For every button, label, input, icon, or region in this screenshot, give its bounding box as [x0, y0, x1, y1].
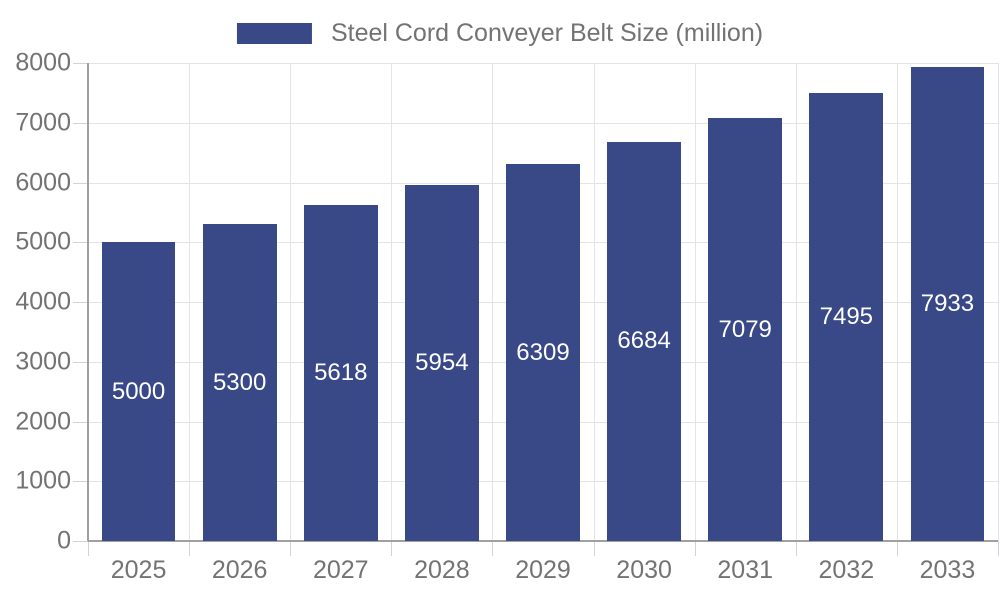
y-gridline: [88, 63, 998, 64]
x-tick: [290, 541, 292, 556]
x-gridline: [492, 63, 494, 541]
y-axis-label: 0: [57, 526, 71, 555]
y-tick: [73, 122, 88, 124]
bar-2025: 5000: [101, 242, 176, 541]
bar-2026: 5300: [202, 224, 277, 541]
bar-2028: 5954: [404, 185, 479, 541]
bar-value-label: 5618: [314, 359, 368, 387]
bar-2033: 7933: [910, 67, 985, 541]
x-tick: [694, 541, 696, 556]
legend[interactable]: Steel Cord Conveyer Belt Size (million): [236, 19, 764, 48]
x-tick: [998, 541, 999, 556]
y-tick: [73, 481, 88, 483]
y-axis-label: 1000: [15, 466, 71, 495]
y-tick: [73, 302, 88, 303]
legend-swatch: [236, 23, 312, 44]
bar-value-label: 5300: [212, 368, 267, 396]
legend-label: Steel Cord Conveyer Belt Size (million): [330, 19, 764, 47]
x-axis-label-2030: 2030: [616, 556, 672, 584]
x-gridline: [694, 63, 696, 541]
x-tick: [492, 541, 494, 556]
x-tick: [795, 541, 797, 556]
x-axis-label-2032: 2032: [818, 556, 875, 584]
x-tick: [593, 541, 595, 556]
y-axis-label: 3000: [15, 347, 71, 376]
x-axis-label-2031: 2031: [717, 556, 774, 584]
bar-2029: 6309: [506, 164, 580, 541]
x-gridline: [391, 63, 393, 541]
x-tick: [88, 541, 89, 556]
y-tick: [73, 63, 88, 64]
x-gridline: [896, 63, 898, 541]
x-axis-label-2028: 2028: [414, 556, 470, 584]
bar-value-label: 6684: [617, 327, 671, 355]
x-axis-label-2029: 2029: [515, 556, 571, 584]
x-gridline: [189, 63, 191, 541]
y-axis-label: 8000: [15, 48, 71, 77]
x-tick: [189, 541, 191, 556]
bar-value-label: 7079: [718, 315, 772, 343]
y-axis-label: 4000: [15, 287, 71, 316]
bar-value-label: 5000: [111, 377, 166, 405]
y-tick: [73, 421, 88, 423]
bar-2031: 7079: [708, 118, 783, 541]
bar-2030: 6684: [607, 141, 681, 541]
y-tick: [73, 361, 88, 363]
y-gridline: [88, 122, 998, 124]
bar-value-label: 6309: [516, 338, 570, 366]
y-axis-label: 7000: [15, 108, 71, 137]
y-axis-label: 6000: [15, 168, 71, 196]
x-axis-label-2033: 2033: [919, 556, 976, 584]
x-gridline: [593, 63, 595, 541]
x-gridline: [290, 63, 292, 541]
bar-value-label: 7933: [920, 289, 975, 317]
y-tick: [73, 242, 88, 244]
bar-2032: 7495: [809, 93, 884, 541]
y-tick: [73, 541, 88, 542]
x-gridline: [795, 63, 797, 541]
y-axis-label: 2000: [15, 407, 71, 435]
bar-value-label: 7495: [819, 303, 874, 331]
x-tick: [896, 541, 898, 556]
y-tick: [73, 182, 88, 184]
bar-2027: 5618: [303, 205, 378, 541]
x-axis-label-2025: 2025: [110, 556, 167, 584]
y-axis-line: [87, 63, 89, 541]
y-axis-label: 5000: [15, 227, 71, 256]
x-axis-label-2026: 2026: [211, 556, 268, 584]
bar-value-label: 5954: [415, 349, 469, 377]
x-tick: [391, 541, 393, 556]
x-gridline: [998, 63, 999, 541]
x-axis-label-2027: 2027: [312, 556, 369, 584]
x-axis-line: [88, 540, 998, 542]
